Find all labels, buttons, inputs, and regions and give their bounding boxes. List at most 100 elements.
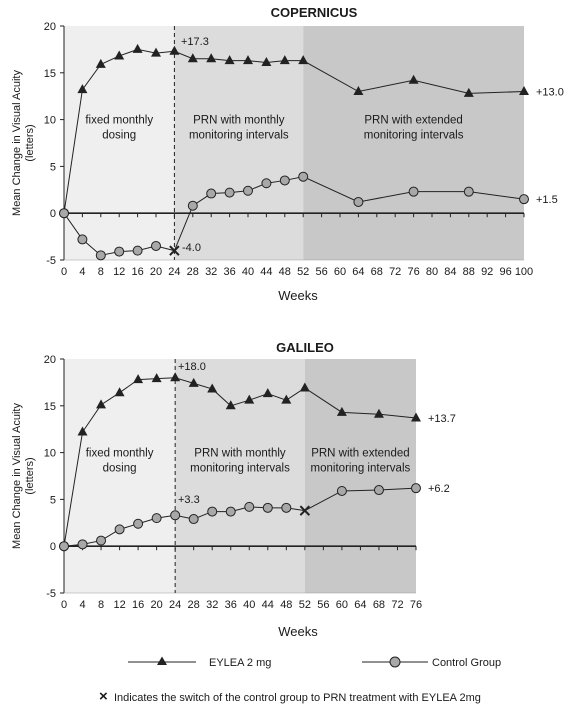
x-tick-label: 68 [371,266,383,278]
control-point [151,513,162,524]
x-tick-label: 100 [515,266,533,278]
eylea-point [95,58,106,68]
y-tick-label: 0 [50,208,56,220]
data-annotation: +17.3 [181,36,209,48]
eylea-point [188,377,199,387]
x-tick-label: 48 [279,266,291,278]
control-point [151,240,161,251]
eylea-point [519,86,529,96]
data-annotation: +6.2 [428,483,450,495]
y-tick-label: 20 [44,21,56,33]
data-annotation: +3.3 [178,494,200,506]
control-point [298,171,309,182]
y-axis-label-line: Mean Change in Visual Acuity [11,403,23,549]
region-label: PRN with extended [364,115,462,127]
eylea-point [224,55,235,65]
eylea-point [262,388,273,398]
data-annotation: +13.0 [536,87,564,99]
y-tick-label: -5 [46,588,56,600]
y-axis-label: Mean Change in Visual Acuity(letters) [11,403,36,549]
x-tick-label: 8 [98,599,104,611]
eylea-point [77,426,88,436]
x-tick-label: 56 [317,599,329,611]
region-bg-0 [64,26,175,260]
eylea-point [281,394,292,404]
control-point [261,178,272,189]
y-tick-label: 5 [50,494,56,506]
control-point [207,506,218,517]
x-tick-label: 68 [373,599,385,611]
y-tick-label: 20 [44,354,56,366]
control-point [96,535,107,546]
x-tick-label: 48 [280,599,292,611]
control-point [224,187,235,198]
data-annotation: +18.0 [178,361,206,373]
x-tick-label: 16 [131,266,143,278]
region-label: monitoring intervals [190,463,290,475]
control-point [373,485,384,496]
x-tick-label: 52 [297,266,309,278]
x-tick-label: 64 [352,266,364,278]
data-annotation: +13.7 [428,413,456,425]
y-axis-label-line: Mean Change in Visual Acuity [11,70,23,216]
eylea-point [243,55,253,65]
eylea-point [132,43,143,53]
eylea-point [261,57,272,67]
x-tick-label: 72 [391,599,403,611]
x-tick-label: 56 [315,266,327,278]
control-point [225,506,236,517]
y-tick-label: 0 [50,541,56,553]
x-tick-label: 12 [113,599,125,611]
x-tick-label: 88 [463,266,475,278]
y-axis-label-line: (letters) [24,457,36,494]
region-label: PRN with monthly [193,115,285,127]
region-bg-0 [64,359,176,593]
eylea-point [187,53,198,63]
eylea-point [279,55,290,65]
x-tick-label: 4 [79,266,85,278]
x-tick-label: 24 [169,599,181,611]
switch-note: Indicates the switch of the control grou… [114,692,481,704]
x-tick-label: 36 [223,266,235,278]
region-label: fixed monthly [85,115,153,127]
region-bg-2 [303,26,524,260]
y-tick-label: 10 [44,115,56,127]
x-tick-label: 76 [410,599,422,611]
region-label: fixed monthly [86,448,154,460]
control-point [133,518,144,529]
x-tick-label: 4 [79,599,85,611]
y-tick-label: -5 [46,255,56,267]
data-annotation: -4.0 [182,242,201,254]
x-tick-label: 96 [499,266,511,278]
x-tick-label: 44 [262,599,274,611]
control-point [336,485,347,496]
eylea-point [353,86,364,96]
control-point [77,234,88,245]
eylea-point [336,406,347,416]
control-point [411,483,421,494]
region-label: dosing [102,130,136,142]
x-tick-label: 0 [61,599,67,611]
x-tick-label: 12 [113,266,125,278]
eylea-point [114,50,125,60]
region-label: monitoring intervals [364,130,464,142]
eylea-point [207,383,218,393]
x-tick-label: 28 [187,266,199,278]
eylea-point [244,394,255,404]
x-tick-label: 76 [407,266,419,278]
x-tick-label: 52 [299,599,311,611]
eylea-point [114,387,125,397]
region-bg-1 [174,26,304,260]
control-point [463,186,474,197]
legend-eylea-marker [157,656,167,665]
control-point [206,188,217,199]
x-tick-label: 24 [168,266,180,278]
legend: EYLEA 2 mg Control Group × Indicates the… [99,656,501,705]
control-point [353,196,364,207]
control-point [519,194,529,205]
y-axis-label: Mean Change in Visual Acuity(letters) [11,70,36,216]
y-tick-label: 15 [44,401,56,413]
